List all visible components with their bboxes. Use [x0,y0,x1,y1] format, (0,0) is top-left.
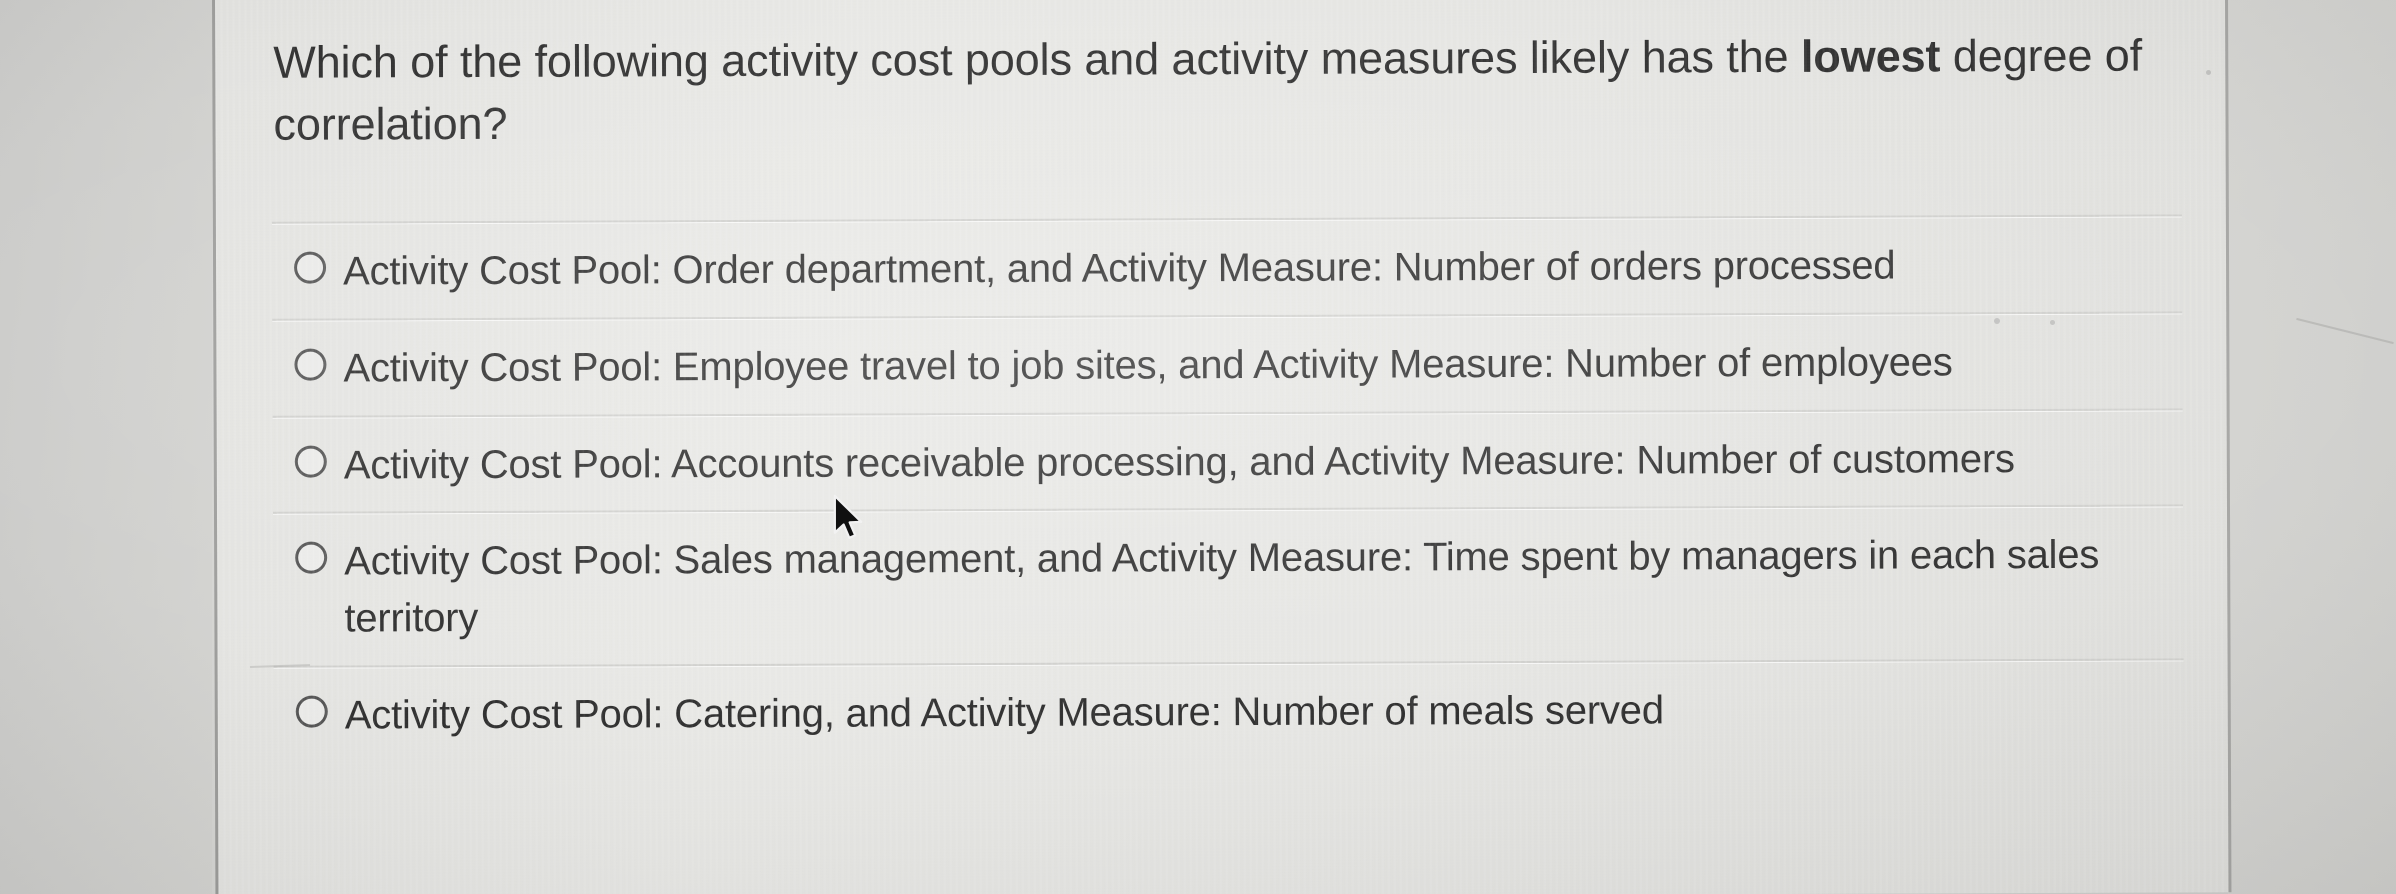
radio-button-option-5[interactable] [295,695,328,728]
question-prompt: Which of the following activity cost poo… [273,24,2173,155]
radio-button-option-3[interactable] [294,445,327,478]
question-text-part-1: Which of the following activity cost poo… [273,30,1802,88]
option-row-5[interactable]: Activity Cost Pool: Catering, and Activi… [274,660,2184,762]
answer-options-list: Activity Cost Pool: Order department, an… [271,214,2184,762]
option-row-3[interactable]: Activity Cost Pool: Accounts receivable … [273,410,2183,512]
radio-button-option-1[interactable] [293,251,327,284]
question-card: Which of the following activity cost poo… [212,0,2232,894]
radio-button-option-2[interactable] [294,348,327,381]
option-row-1[interactable]: Activity Cost Pool: Order department, an… [272,216,2182,318]
question-emphasis-lowest: lowest [1800,30,1941,82]
page-right-margin [2228,0,2396,894]
option-label-3: Activity Cost Pool: Accounts receivable … [343,436,2015,488]
radio-button-option-4[interactable] [295,541,328,575]
option-row-2[interactable]: Activity Cost Pool: Employee travel to j… [272,313,2182,415]
page-left-margin [0,0,212,894]
option-label-2: Activity Cost Pool: Employee travel to j… [343,340,1953,391]
option-row-4[interactable]: Activity Cost Pool: Sales management, an… [273,507,2184,666]
option-label-4: Activity Cost Pool: Sales management, an… [344,533,2100,641]
option-label-5: Activity Cost Pool: Catering, and Activi… [344,688,1664,738]
option-label-1: Activity Cost Pool: Order department, an… [342,243,1896,294]
